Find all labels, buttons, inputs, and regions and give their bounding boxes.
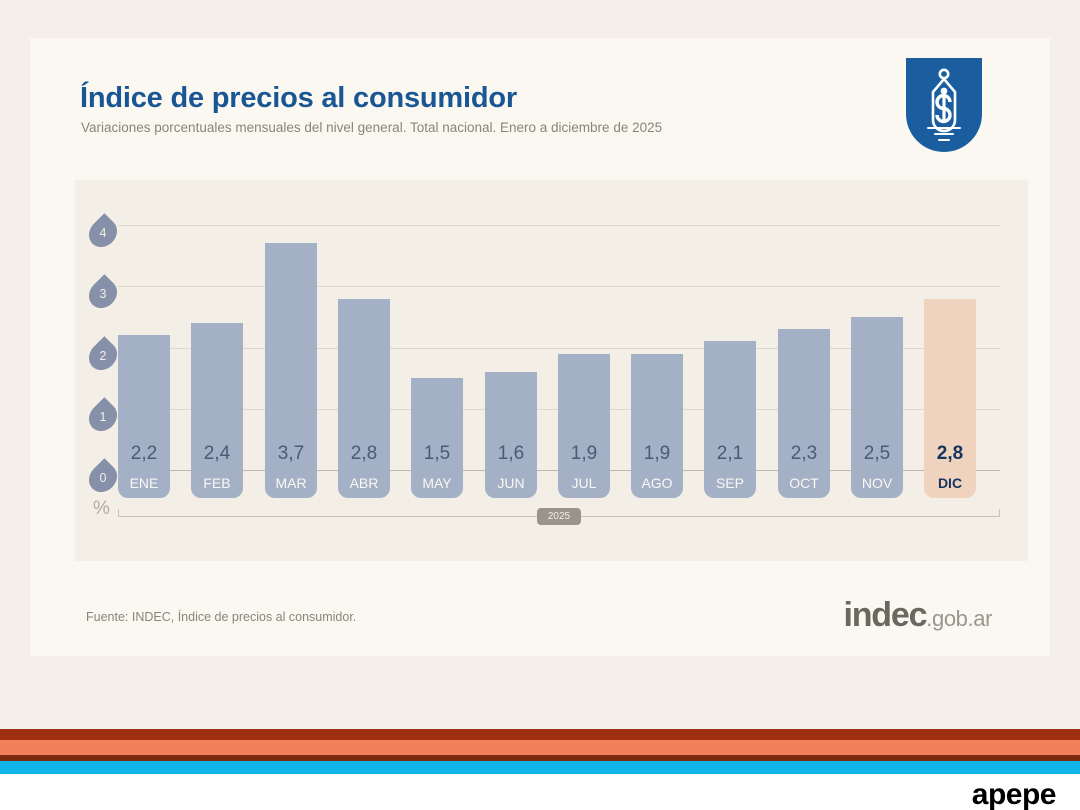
stripe-dark-red bbox=[0, 729, 1080, 740]
month-pill-ago[interactable]: AGO bbox=[631, 470, 683, 498]
y-tick-label-3: 3 bbox=[99, 287, 107, 301]
apepe-watermark: apepe bbox=[971, 778, 1057, 810]
bar-column: 2,3 bbox=[778, 225, 830, 470]
gridline-2 bbox=[118, 348, 1000, 349]
bar-oct bbox=[778, 329, 830, 470]
indec-domain: .gob.ar bbox=[926, 606, 992, 631]
bar-value-ago: 1,9 bbox=[643, 443, 671, 464]
bar-sep bbox=[704, 341, 756, 470]
stripe-brown bbox=[0, 755, 1080, 761]
month-pill-nov[interactable]: NOV bbox=[851, 470, 903, 498]
bar-column: 1,6 bbox=[485, 225, 537, 470]
price-tag-shield-icon bbox=[906, 58, 982, 152]
page-subtitle: Variaciones porcentuales mensuales del n… bbox=[81, 120, 663, 135]
bar-column: 1,5 bbox=[411, 225, 463, 470]
bar-column: 2,1 bbox=[704, 225, 756, 470]
y-tick-label-1: 1 bbox=[99, 410, 107, 424]
y-axis-unit-label: % bbox=[93, 498, 110, 519]
bar-mar bbox=[265, 243, 317, 470]
x-axis-tick-left bbox=[118, 509, 119, 517]
y-tick-label-2: 2 bbox=[99, 349, 107, 363]
page-title: Índice de precios al consumidor bbox=[80, 82, 517, 114]
month-pill-ene[interactable]: ENE bbox=[118, 470, 170, 498]
stripe-salmon bbox=[0, 740, 1080, 755]
month-pill-abr[interactable]: ABR bbox=[338, 470, 390, 498]
bar-may bbox=[411, 378, 463, 470]
bar-column: 2,8 bbox=[924, 225, 976, 470]
bar-value-ene: 2,2 bbox=[130, 443, 158, 464]
bar-column: 1,9 bbox=[558, 225, 610, 470]
bar-column: 2,2 bbox=[118, 225, 170, 470]
bar-value-jul: 1,9 bbox=[570, 443, 598, 464]
bar-value-sep: 2,1 bbox=[716, 443, 744, 464]
bar-value-dic: 2,8 bbox=[936, 443, 964, 464]
month-pill-oct[interactable]: OCT bbox=[778, 470, 830, 498]
indec-brand: indec bbox=[843, 596, 927, 634]
bar-value-jun: 1,6 bbox=[497, 443, 525, 464]
y-tick-label-4: 4 bbox=[99, 226, 107, 240]
bar-value-oct: 2,3 bbox=[790, 443, 818, 464]
bar-jul bbox=[558, 353, 610, 470]
footer-bar bbox=[0, 774, 1080, 810]
month-pill-may[interactable]: MAY bbox=[411, 470, 463, 498]
bar-value-may: 1,5 bbox=[423, 443, 451, 464]
bar-column: 1,9 bbox=[631, 225, 683, 470]
bar-abr bbox=[338, 298, 390, 470]
bar-value-mar: 3,7 bbox=[277, 443, 305, 464]
stripe-cyan bbox=[0, 761, 1080, 774]
bar-series: 2,2 2,4 3,7 2,8 1,5 1,6 1,9 1,9 2,1 2,3 2,5 2,8 bbox=[118, 225, 1000, 470]
bar-dic bbox=[924, 298, 976, 470]
source-note: Fuente: INDEC, Índice de precios al cons… bbox=[86, 610, 357, 624]
bar-ene bbox=[118, 335, 170, 470]
x-axis-tick-right bbox=[999, 509, 1000, 517]
bar-column: 2,4 bbox=[191, 225, 243, 470]
month-pill-jul[interactable]: JUL bbox=[558, 470, 610, 498]
bar-column: 2,5 bbox=[851, 225, 903, 470]
bar-column: 3,7 bbox=[265, 225, 317, 470]
month-pill-dic[interactable]: DIC bbox=[924, 470, 976, 498]
gridline-3 bbox=[118, 286, 1000, 287]
gridline-4 bbox=[118, 225, 1000, 226]
indec-wordmark: indec.gob.ar bbox=[843, 596, 992, 635]
month-pill-sep[interactable]: SEP bbox=[704, 470, 756, 498]
bar-nov bbox=[851, 316, 903, 470]
bar-column: 2,8 bbox=[338, 225, 390, 470]
bar-value-nov: 2,5 bbox=[863, 443, 891, 464]
bar-jun bbox=[485, 372, 537, 470]
y-tick-label-0: 0 bbox=[99, 471, 107, 485]
month-pill-jun[interactable]: JUN bbox=[485, 470, 537, 498]
bar-feb bbox=[191, 323, 243, 470]
x-axis-year-label: 2025 bbox=[537, 508, 581, 525]
month-pill-feb[interactable]: FEB bbox=[191, 470, 243, 498]
bar-value-abr: 2,8 bbox=[350, 443, 378, 464]
month-pill-mar[interactable]: MAR bbox=[265, 470, 317, 498]
bar-value-feb: 2,4 bbox=[203, 443, 231, 464]
bar-ago bbox=[631, 353, 683, 470]
